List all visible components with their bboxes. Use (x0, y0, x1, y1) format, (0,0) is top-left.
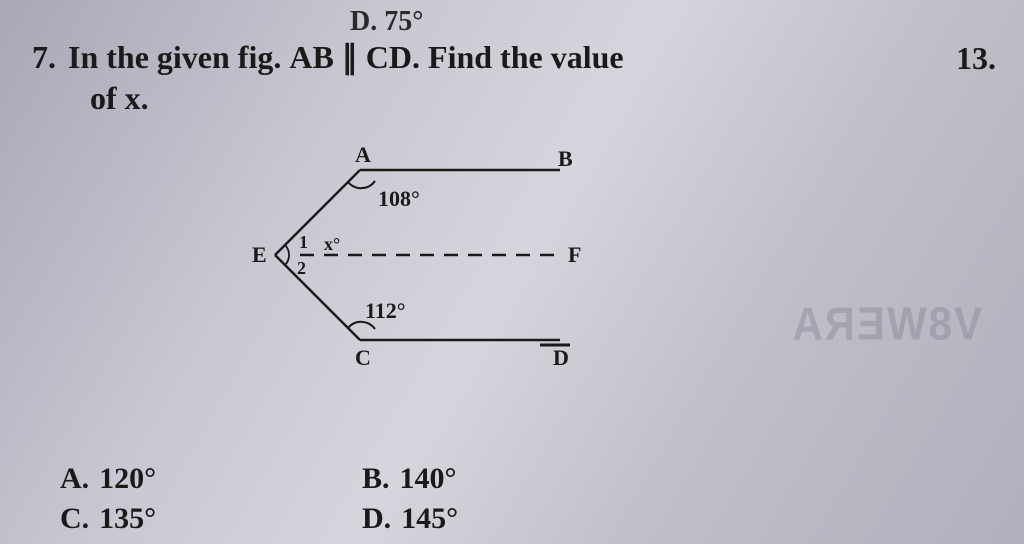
option-a-value: 120° (99, 462, 156, 496)
watermark-text: AЯƎW8V (792, 298, 984, 351)
arc-e1 (285, 245, 289, 255)
line-ea (275, 170, 360, 255)
answer-options: A. 120° B. 140° C. 135° D. 145° (60, 462, 664, 536)
arc-e2 (285, 255, 289, 265)
label-c: C (355, 345, 371, 370)
option-d-value: 145° (401, 502, 458, 536)
option-c-letter: C. (60, 502, 89, 536)
label-e: E (252, 242, 267, 267)
option-b-letter: B. (362, 462, 390, 496)
next-question-number: 13. (956, 40, 996, 77)
option-c: C. 135° (60, 502, 362, 536)
option-c-value: 135° (99, 502, 156, 536)
option-a-letter: A. (60, 462, 89, 496)
option-d-letter: D. (362, 502, 391, 536)
parallel-left: AB (289, 39, 333, 76)
geometry-diagram: A B E C D F 108° x° 112° 1 2 (200, 130, 620, 390)
parallel-symbol: ∥ (342, 38, 358, 76)
num-2: 2 (297, 258, 306, 278)
label-a: A (355, 142, 371, 167)
parallel-right: CD. (366, 39, 420, 76)
num-1: 1 (299, 232, 308, 252)
angle-x: x° (324, 234, 340, 254)
angle-108: 108° (378, 186, 420, 211)
option-b-value: 140° (400, 462, 457, 496)
question-number: 7. (32, 39, 56, 76)
prev-option-d: D. 75° (350, 6, 423, 38)
label-b: B (558, 146, 573, 171)
arc-a (348, 181, 375, 188)
question-continuation: of x. (90, 80, 149, 117)
question-suffix: Find the value (428, 39, 624, 76)
label-f: F (568, 242, 581, 267)
question-prefix: In the given fig. (68, 39, 281, 76)
line-ec (275, 255, 360, 340)
angle-112: 112° (365, 298, 406, 323)
question-text: 7. In the given fig. AB ∥ CD. Find the v… (32, 38, 624, 76)
diagram-svg: A B E C D F 108° x° 112° 1 2 (200, 130, 620, 390)
option-d: D. 145° (362, 502, 664, 536)
option-b: B. 140° (362, 462, 664, 496)
label-d: D (553, 345, 569, 370)
page: D. 75° 7. In the given fig. AB ∥ CD. Fin… (0, 0, 1024, 544)
option-a: A. 120° (60, 462, 362, 496)
